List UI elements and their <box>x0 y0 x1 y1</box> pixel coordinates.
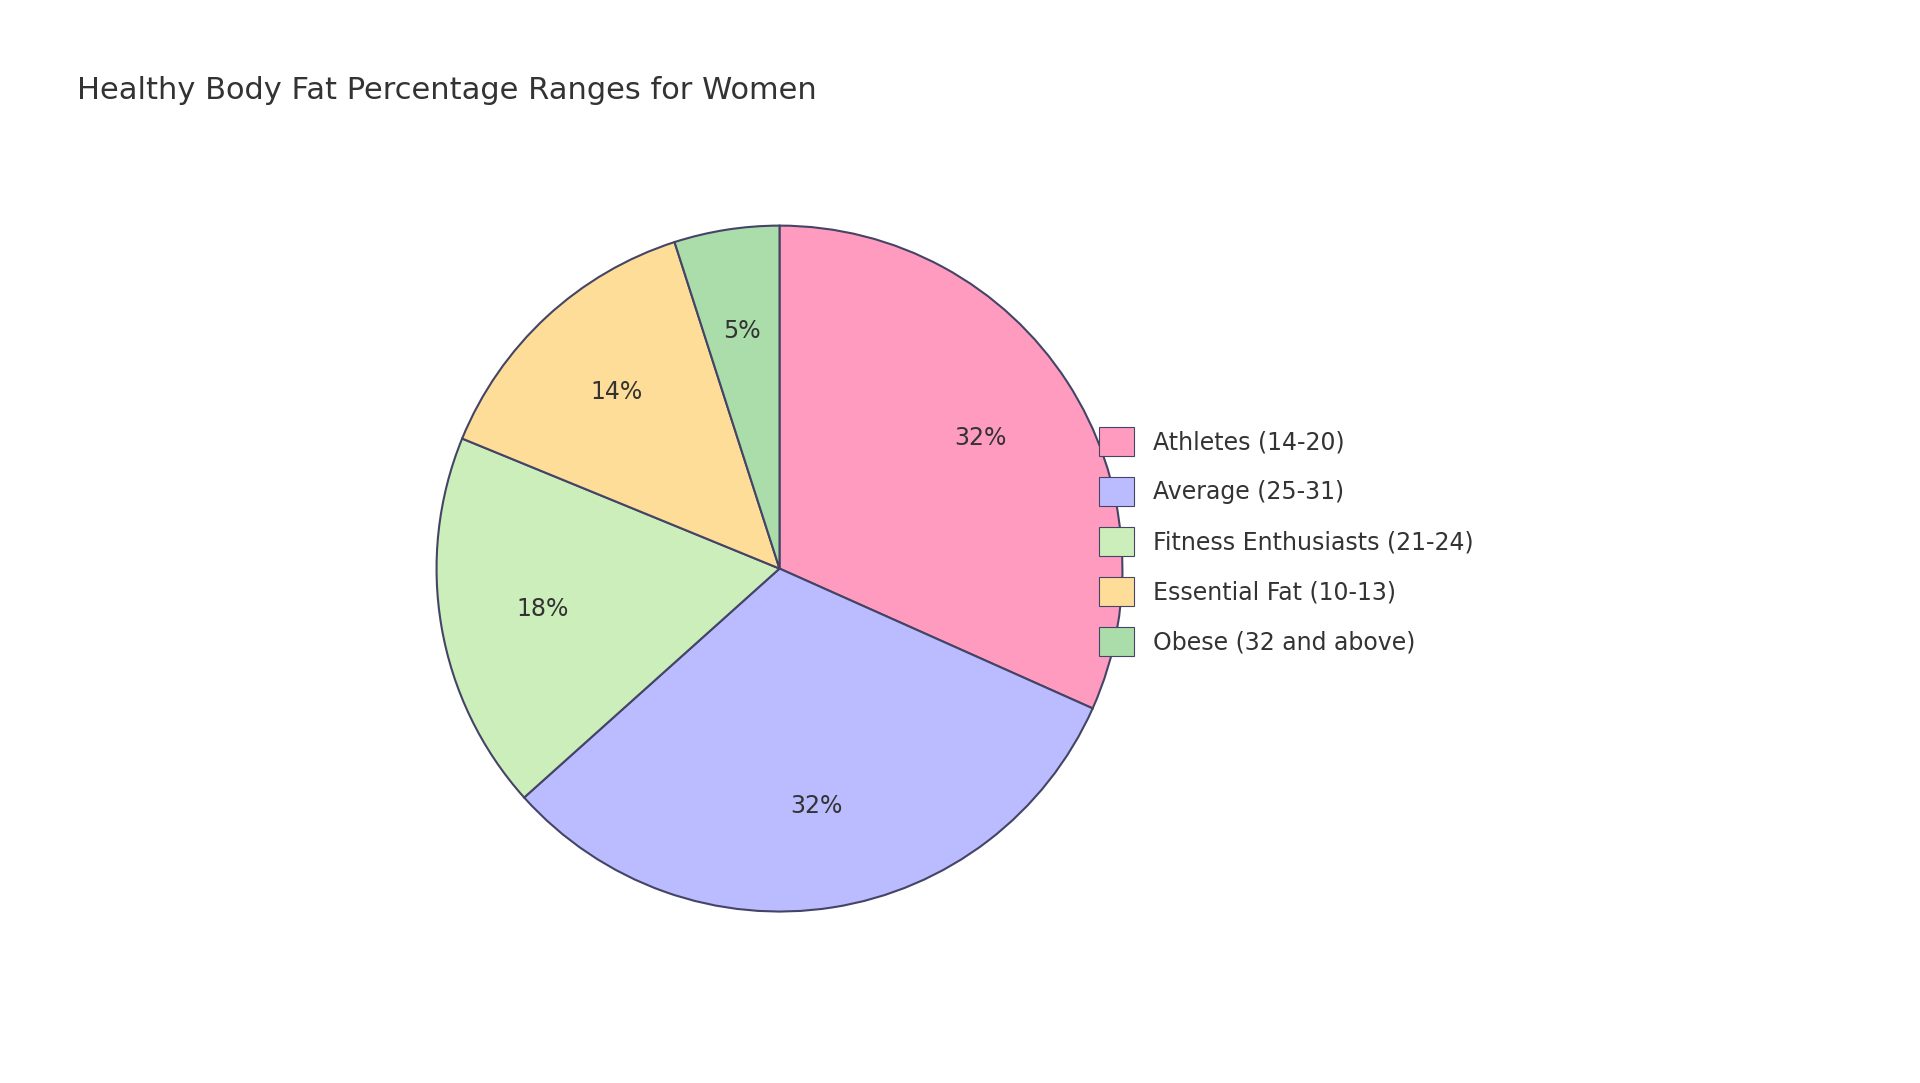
Legend: Athletes (14-20), Average (25-31), Fitness Enthusiasts (21-24), Essential Fat (1: Athletes (14-20), Average (25-31), Fitne… <box>1081 408 1494 675</box>
Text: Healthy Body Fat Percentage Ranges for Women: Healthy Body Fat Percentage Ranges for W… <box>77 76 816 105</box>
Wedge shape <box>674 225 780 569</box>
Wedge shape <box>524 569 1092 912</box>
Text: 5%: 5% <box>724 319 760 343</box>
Wedge shape <box>463 243 780 569</box>
Wedge shape <box>436 439 780 797</box>
Text: 18%: 18% <box>516 598 568 622</box>
Text: 32%: 32% <box>954 426 1008 449</box>
Text: 14%: 14% <box>589 380 643 404</box>
Wedge shape <box>780 225 1123 708</box>
Text: 32%: 32% <box>791 794 843 818</box>
